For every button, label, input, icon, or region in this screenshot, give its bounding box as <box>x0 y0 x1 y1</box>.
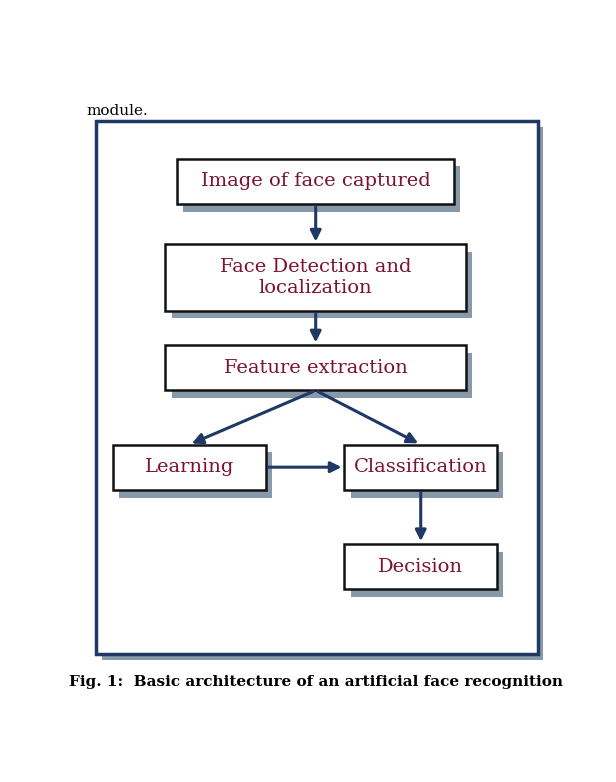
Bar <box>177 159 454 204</box>
Bar <box>344 544 497 589</box>
Bar <box>184 167 460 212</box>
Bar <box>171 253 472 318</box>
Text: module.: module. <box>86 104 148 118</box>
Text: Decision: Decision <box>378 558 463 576</box>
Bar <box>113 445 265 490</box>
Bar <box>119 453 272 497</box>
Bar <box>344 445 497 490</box>
Bar <box>351 552 503 597</box>
Text: Classification: Classification <box>354 458 487 476</box>
Bar <box>96 121 538 654</box>
Text: Image of face captured: Image of face captured <box>201 172 431 190</box>
Bar <box>165 345 466 390</box>
Bar <box>351 453 503 497</box>
Bar <box>171 353 472 398</box>
Text: Learning: Learning <box>145 458 234 476</box>
Bar <box>165 245 466 310</box>
Text: Face Detection and
localization: Face Detection and localization <box>220 258 411 297</box>
Bar <box>102 127 543 660</box>
Text: Feature extraction: Feature extraction <box>224 359 408 377</box>
Text: Fig. 1:  Basic architecture of an artificial face recognition: Fig. 1: Basic architecture of an artific… <box>69 675 562 689</box>
